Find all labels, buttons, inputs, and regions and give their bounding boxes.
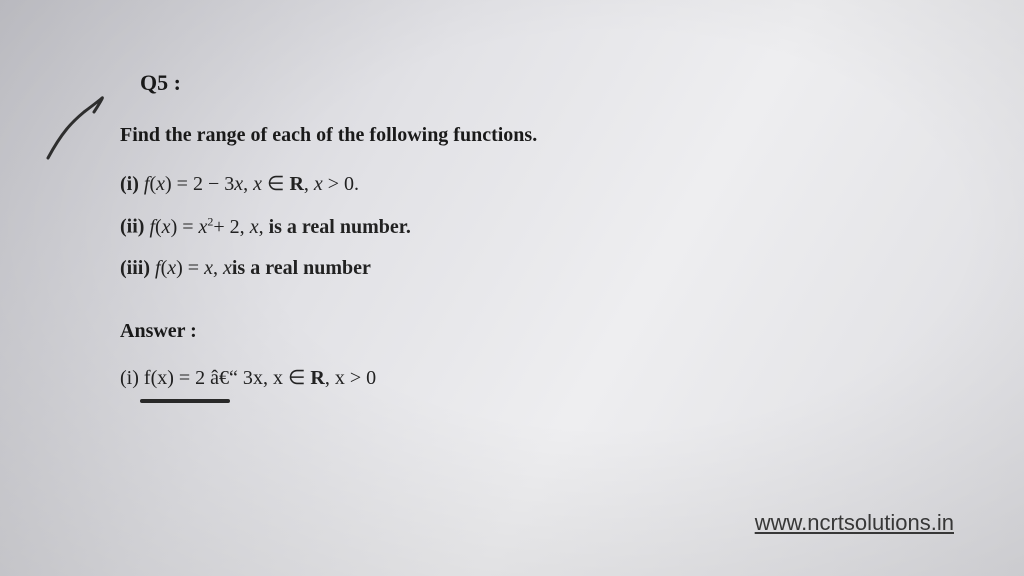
question-label: Q5 : (140, 70, 944, 96)
answer-label: Answer : (120, 320, 944, 343)
question-item: (i) f(x) = 2 − 3x, x ∈ R, x > 0. (120, 171, 944, 196)
answer-expr: f(x) = 2 â€“ 3x, x ∈ R, x > 0 (144, 367, 376, 389)
question-item: (iii) f(x) = x, xis a real number (120, 257, 944, 280)
item-lead: (ii) (120, 216, 144, 238)
handwritten-curve (44, 92, 114, 162)
page: Q5 : Find the range of each of the follo… (0, 0, 1024, 576)
underline-mark (140, 399, 230, 403)
item-lead: (i) (120, 173, 139, 195)
item-lead: (iii) (120, 257, 150, 279)
footer-url: www.ncrtsolutions.in (755, 510, 954, 536)
question-prompt: Find the range of each of the following … (120, 124, 944, 147)
answer-line: (i) f(x) = 2 â€“ 3x, x ∈ R, x > 0 (120, 365, 944, 390)
item-expr: f(x) = x2+ 2, x, is a real number. (149, 216, 410, 238)
question-item: (ii) f(x) = x2+ 2, x, is a real number. (120, 214, 944, 239)
item-expr: f(x) = x, xis a real number (155, 257, 371, 279)
item-expr: f(x) = 2 − 3x, x ∈ R, x > 0. (144, 173, 359, 195)
answer-lead: (i) (120, 367, 139, 389)
